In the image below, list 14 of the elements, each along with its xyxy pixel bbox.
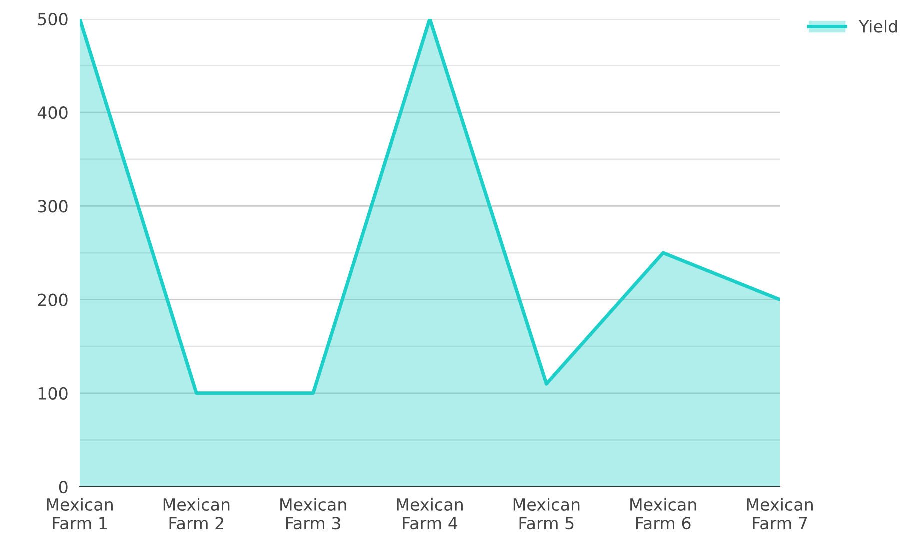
x-tick-label: Mexican Farm 3: [280, 498, 346, 530]
legend-label: Yield: [858, 20, 898, 33]
x-tick-label: Mexican Farm 6: [630, 498, 696, 530]
x-tick-label: Mexican Farm 5: [514, 498, 580, 530]
y-tick-label: 0: [59, 480, 68, 494]
x-tick-label: Mexican Farm 7: [747, 498, 813, 530]
y-tick-label: 500: [38, 12, 68, 26]
x-tick-label: Mexican Farm 2: [164, 498, 230, 530]
y-tick-label: 100: [38, 387, 68, 400]
x-tick-label: Mexican Farm 1: [47, 498, 113, 530]
y-tick-label: 300: [38, 200, 68, 213]
y-tick-label: 200: [38, 294, 68, 306]
x-tick-label: Mexican Farm 4: [397, 498, 463, 530]
y-tick-label: 400: [38, 106, 68, 120]
